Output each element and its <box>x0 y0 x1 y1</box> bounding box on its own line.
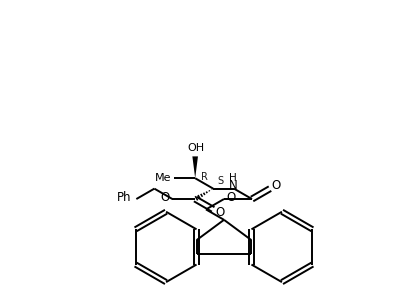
Text: O: O <box>215 206 224 219</box>
Text: H: H <box>229 173 237 183</box>
Text: OH: OH <box>187 142 205 153</box>
Text: S: S <box>217 177 224 186</box>
Polygon shape <box>192 156 198 178</box>
Text: N: N <box>228 179 237 192</box>
Text: O: O <box>160 191 170 204</box>
Text: Ph: Ph <box>117 191 132 204</box>
Text: Me: Me <box>155 173 171 183</box>
Text: R: R <box>201 173 207 182</box>
Text: O: O <box>271 179 280 192</box>
Text: O: O <box>226 191 235 204</box>
